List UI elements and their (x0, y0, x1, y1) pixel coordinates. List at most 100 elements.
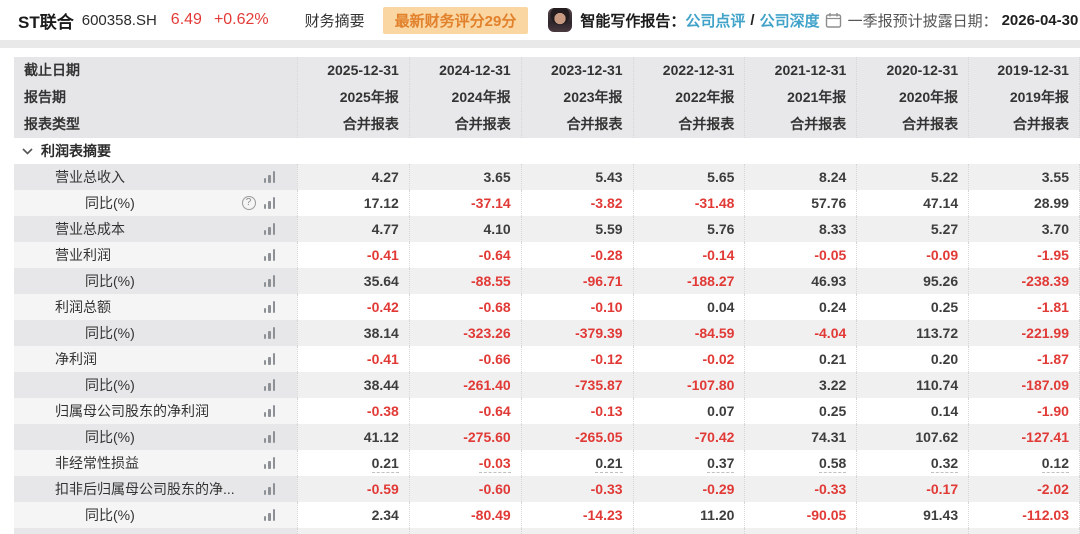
link-separator: / (750, 11, 755, 29)
header-period-cell: 2019-12-31 (968, 57, 1080, 84)
value: 110.74 (916, 377, 959, 393)
value: 3.22 (819, 377, 847, 393)
chart-icon[interactable] (263, 457, 275, 469)
value: 35.64 (363, 273, 399, 289)
row-label-cell: 营业总成本 (14, 216, 297, 242)
value-cell: -0.38 (297, 398, 409, 424)
value: -112.03 (1022, 507, 1069, 523)
value-cell: -265.05 (520, 424, 633, 450)
table-row: 营业总收入 4.27 3.65 5.43 5.65 8.24 5.22 3.55 (14, 164, 1080, 190)
value: 3.70 (1041, 221, 1069, 237)
value-cell: 38.14 (297, 320, 409, 346)
value: -1.81 (1037, 299, 1069, 315)
row-icons (263, 431, 288, 443)
header-period-cell: 2023年报 (520, 84, 633, 111)
value: -261.40 (463, 377, 511, 393)
value: -0.10 (590, 299, 623, 315)
chart-icon[interactable] (263, 197, 275, 209)
header-period-cell: 2020-12-31 (856, 57, 969, 84)
value-cell: -127.41 (968, 424, 1080, 450)
value: -80.49 (471, 507, 511, 523)
partial-cell (632, 528, 745, 534)
value-cell: -0.41 (297, 346, 409, 372)
value: 4.27 (371, 169, 399, 185)
stock-change-percent: +0.62% (213, 11, 269, 28)
value-cell: 4.77 (297, 216, 409, 242)
row-label-cell: 归属母公司股东的净利润 (14, 398, 297, 424)
value-cell: 41.12 (297, 424, 409, 450)
row-icons (263, 379, 288, 391)
chart-icon[interactable] (263, 275, 275, 287)
row-label-cell: 营业利润 (14, 242, 297, 268)
tab-financial-summary[interactable]: 财务摘要 (304, 12, 365, 30)
chart-icon[interactable] (263, 223, 275, 235)
value[interactable]: -0.03 (478, 455, 511, 473)
chart-icon[interactable] (263, 431, 275, 443)
chart-icon[interactable] (263, 249, 275, 261)
value: 28.99 (1033, 195, 1069, 211)
chart-icon[interactable] (263, 405, 275, 417)
chart-icon[interactable] (263, 327, 275, 339)
value-cell: -3.82 (520, 190, 633, 216)
chart-icon[interactable] (263, 301, 275, 313)
value-cell: 35.64 (297, 268, 409, 294)
value[interactable]: 0.21 (371, 455, 399, 473)
value: -0.28 (590, 247, 623, 263)
partial-cell (968, 528, 1080, 534)
row-icons (263, 223, 288, 235)
value: 17.12 (363, 195, 399, 211)
table-row: 非经常性损益 0.21 -0.03 0.21 0.37 0.58 0.32 0.12 (14, 450, 1080, 476)
value[interactable]: 0.32 (930, 455, 959, 473)
table-row: 扣非后归属母公司股东的净... -0.59 -0.60 -0.33 -0.29 -0.33… (14, 476, 1080, 502)
chart-icon[interactable] (263, 171, 275, 183)
value: -238.39 (1021, 273, 1069, 289)
value-cell: -0.60 (408, 476, 521, 502)
value: 57.76 (811, 195, 847, 211)
value-cell: 0.25 (744, 398, 857, 424)
value-cell: -0.03 (408, 450, 521, 476)
value: 46.93 (811, 273, 847, 289)
value[interactable]: 0.12 (1041, 455, 1069, 473)
value-cell: 5.65 (632, 164, 745, 190)
value[interactable]: 0.21 (595, 455, 623, 473)
value-cell: 0.20 (856, 346, 969, 372)
value-cell: 0.12 (968, 450, 1080, 476)
value: -0.66 (478, 351, 511, 367)
value: -0.64 (478, 247, 511, 263)
link-company-depth[interactable]: 公司深度 (759, 12, 820, 30)
value[interactable]: 0.37 (707, 455, 735, 473)
value[interactable]: 0.58 (819, 455, 847, 473)
chart-icon[interactable] (263, 509, 275, 521)
header-period-cell: 2021年报 (744, 84, 857, 111)
smart-report-label: 智能写作报告： (580, 12, 686, 30)
value-cell: -221.99 (968, 320, 1080, 346)
value-cell: -0.09 (856, 242, 969, 268)
value-cell: 2.34 (297, 502, 409, 528)
chart-icon[interactable] (263, 353, 275, 365)
value-cell: 0.14 (856, 398, 969, 424)
table-header-row: 报表类型 合并报表 合并报表 合并报表 合并报表 合并报表 合并报表 合并报表 (14, 111, 1080, 138)
disclosure-date-label: 一季报预计披露日期： (847, 12, 998, 30)
section-income-statement[interactable]: 利润表摘要 (14, 138, 1080, 164)
value-cell: -0.02 (632, 346, 745, 372)
value-cell: 3.65 (408, 164, 521, 190)
value-cell: 0.32 (856, 450, 969, 476)
stock-price: 6.49 (170, 11, 202, 28)
value: -275.60 (463, 429, 511, 445)
value: -107.80 (686, 377, 735, 393)
link-company-comment[interactable]: 公司点评 (685, 12, 746, 30)
help-icon[interactable]: ? (241, 196, 256, 210)
value-cell: -80.49 (408, 502, 521, 528)
value: 0.04 (707, 299, 735, 315)
value: 4.77 (371, 221, 399, 237)
calendar-icon (825, 12, 842, 29)
row-icons (263, 457, 288, 469)
financial-score-badge[interactable]: 最新财务评分29分 (382, 6, 529, 34)
disclosure-date-value: 2026-04-30 (1001, 11, 1079, 29)
value: 11.20 (700, 507, 735, 523)
chart-icon[interactable] (263, 379, 275, 391)
value: -31.48 (694, 195, 735, 211)
value: -187.09 (1021, 377, 1069, 393)
chart-icon[interactable] (263, 483, 275, 495)
row-label-cell: 同比(%) (14, 372, 297, 398)
